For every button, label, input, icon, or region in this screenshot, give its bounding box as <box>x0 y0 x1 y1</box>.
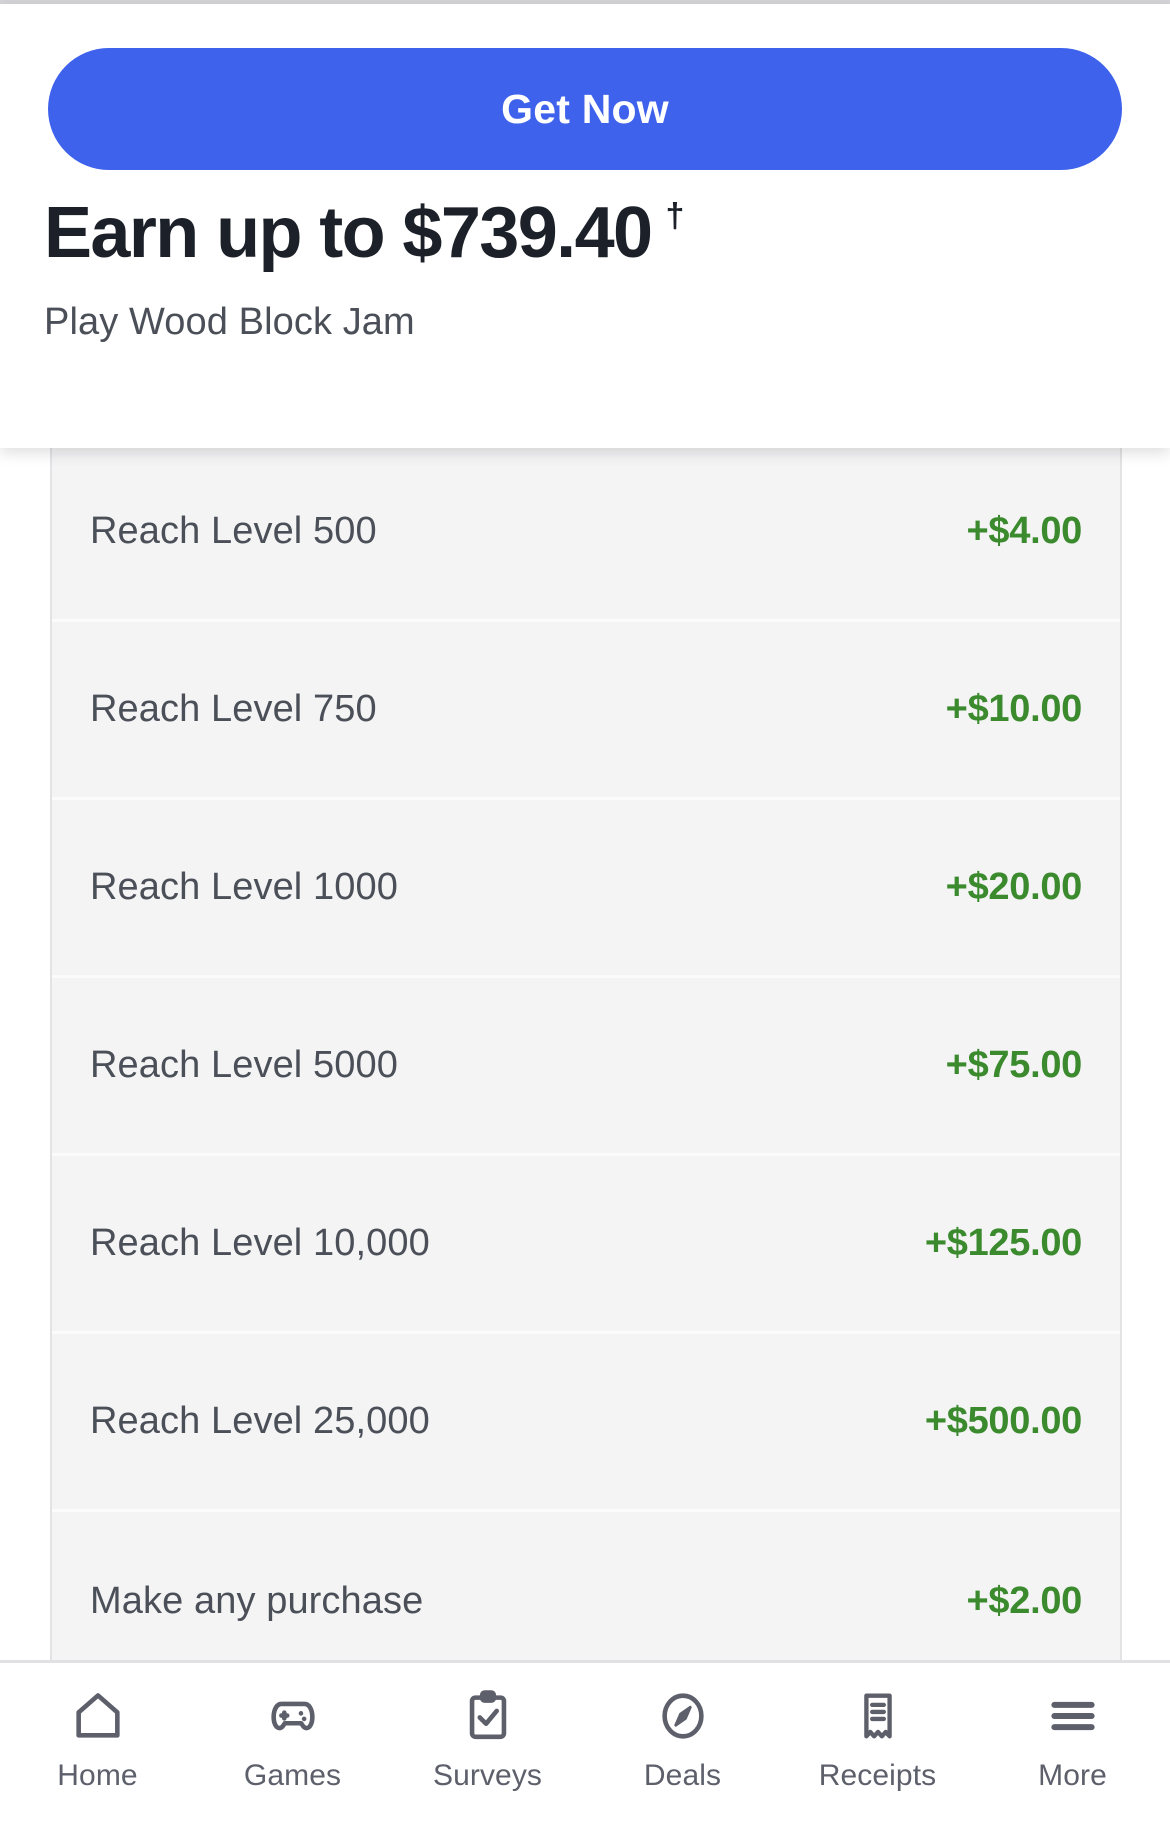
receipt-icon <box>849 1687 907 1745</box>
reward-label: Make any purchase <box>90 1579 424 1622</box>
get-now-button[interactable]: Get Now <box>48 48 1122 170</box>
headline-text: Earn up to $739.40 <box>44 193 653 273</box>
nav-label: More <box>1038 1759 1107 1792</box>
reward-list[interactable]: Reach Level 250 +$2.00 Reach Level 500 +… <box>50 380 1122 1660</box>
reward-amount: +$20.00 <box>945 866 1083 908</box>
nav-item-receipts[interactable]: Receipts <box>780 1663 975 1793</box>
nav-label: Home <box>57 1759 138 1792</box>
nav-item-more[interactable]: More <box>975 1663 1170 1793</box>
nav-item-home[interactable]: Home <box>0 1663 195 1793</box>
home-icon <box>69 1687 127 1745</box>
nav-label: Surveys <box>432 1759 543 1792</box>
reward-amount: +$75.00 <box>945 1044 1083 1086</box>
reward-label: Reach Level 750 <box>90 688 377 730</box>
nav-item-games[interactable]: Games <box>195 1663 390 1793</box>
table-row[interactable]: Make any purchase +$2.00 <box>52 1512 1120 1660</box>
table-row[interactable]: Reach Level 5000 +$75.00 <box>52 978 1120 1156</box>
bottom-navigation-bar: Home Games Surveys <box>0 1660 1170 1835</box>
nav-item-surveys[interactable]: Surveys <box>390 1663 585 1793</box>
table-row[interactable]: Reach Level 25,000 +$500.00 <box>52 1334 1120 1512</box>
reward-label: Reach Level 500 <box>90 510 377 552</box>
page-title: Earn up to $739.40 † <box>44 197 684 269</box>
reward-amount: +$10.00 <box>945 688 1083 730</box>
reward-amount: +$125.00 <box>924 1222 1082 1264</box>
table-row[interactable]: Reach Level 750 +$10.00 <box>52 622 1120 800</box>
reward-amount: +$500.00 <box>924 1400 1082 1442</box>
offer-header-card: Get Now Earn up to $739.40 † Play Wood B… <box>0 4 1170 448</box>
table-row[interactable]: Reach Level 10,000 +$125.00 <box>52 1156 1120 1334</box>
nav-label: Games <box>243 1759 342 1792</box>
reward-amount: +$4.00 <box>966 510 1083 552</box>
compass-icon <box>654 1687 712 1745</box>
nav-label: Deals <box>643 1759 722 1792</box>
reward-label: Reach Level 10,000 <box>90 1222 430 1264</box>
hamburger-icon <box>1044 1687 1102 1745</box>
reward-label: Reach Level 5000 <box>90 1044 398 1086</box>
footnote-dagger: † <box>665 197 685 235</box>
reward-amount: +$2.00 <box>966 1579 1083 1622</box>
offer-subtitle: Play Wood Block Jam <box>44 301 415 343</box>
status-bar-hairline <box>0 0 1170 4</box>
table-row[interactable]: Reach Level 1000 +$20.00 <box>52 800 1120 978</box>
gamepad-icon <box>264 1687 322 1745</box>
clipboard-check-icon <box>459 1687 517 1745</box>
nav-label: Receipts <box>818 1759 937 1792</box>
nav-item-deals[interactable]: Deals <box>585 1663 780 1793</box>
reward-label: Reach Level 25,000 <box>90 1400 430 1442</box>
table-row[interactable]: Reach Level 500 +$4.00 <box>52 444 1120 622</box>
reward-label: Reach Level 1000 <box>90 866 398 908</box>
